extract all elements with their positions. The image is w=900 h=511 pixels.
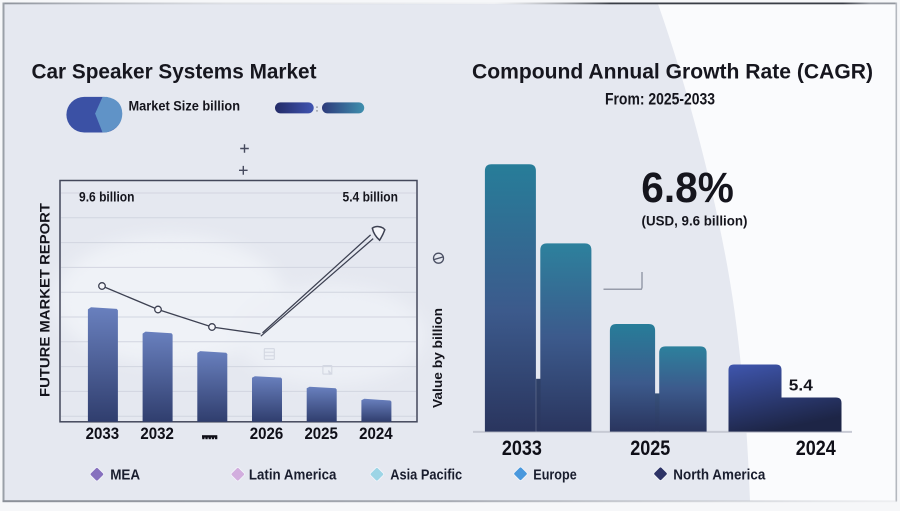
svg-text:2033: 2033 <box>502 437 542 460</box>
svg-text:2025: 2025 <box>630 437 670 460</box>
svg-text:9.6 billion: 9.6 billion <box>79 189 135 205</box>
svg-text:Compound Annual Growth Rate (C: Compound Annual Growth Rate (CAGR) <box>472 61 873 84</box>
svg-text:2032: 2032 <box>140 425 174 443</box>
svg-text:2024: 2024 <box>796 437 836 460</box>
svg-text:Car Speaker Systems Market: Car Speaker Systems Market <box>32 61 317 84</box>
svg-text:2025: 2025 <box>304 425 338 443</box>
svg-text:5.4: 5.4 <box>789 378 813 395</box>
svg-text:Latin America: Latin America <box>249 468 337 484</box>
svg-text:FUTURE MARKET REPORT: FUTURE MARKET REPORT <box>38 202 53 397</box>
svg-text:2026: 2026 <box>250 425 284 443</box>
svg-text:2033: 2033 <box>86 425 120 443</box>
svg-text:North America: North America <box>673 468 766 484</box>
svg-text:5.4 billion: 5.4 billion <box>343 189 399 205</box>
svg-text:Value by billion: Value by billion <box>431 308 445 408</box>
svg-text:From: 2025-2033: From: 2025-2033 <box>605 91 715 109</box>
svg-text:Asia Pacific: Asia Pacific <box>390 468 462 484</box>
svg-text:(USD, 9.6 billion): (USD, 9.6 billion) <box>642 213 748 229</box>
svg-text:Market Size billion: Market Size billion <box>129 99 241 114</box>
svg-text:2024: 2024 <box>359 425 393 443</box>
svg-text:Europe: Europe <box>533 468 576 484</box>
svg-text::: : <box>316 104 319 114</box>
svg-text:MEA: MEA <box>110 468 140 484</box>
svg-text:6.8%: 6.8% <box>641 165 734 212</box>
